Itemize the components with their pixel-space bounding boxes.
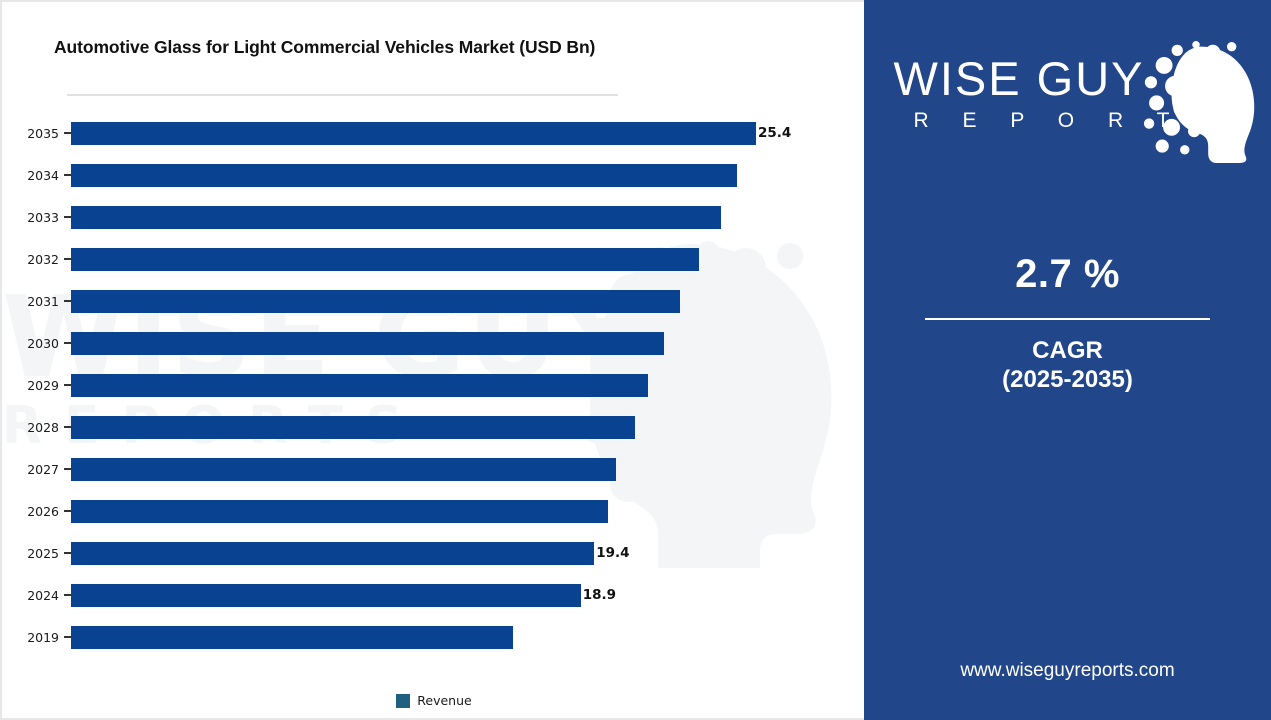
bar-row: 2028 xyxy=(2,406,864,448)
bar-chart-plot: 2035 25.4 2034 2033 2032 2031 2030 2029 2028 2027… xyxy=(2,112,864,657)
y-axis-label-2034: 2034 xyxy=(27,167,59,183)
bar-2025[interactable] xyxy=(71,541,595,565)
bar-row: 2029 xyxy=(2,364,864,406)
legend-swatch-icon xyxy=(396,693,411,708)
cagr-period: (2025-2035) xyxy=(1002,366,1133,394)
bar-container xyxy=(71,322,864,364)
y-axis-label-2035: 2035 xyxy=(27,125,59,141)
y-axis-label-2033: 2033 xyxy=(27,209,59,225)
bar-2031[interactable] xyxy=(71,289,681,313)
brand-logo: WISE GUY R E P O R T S xyxy=(864,41,1271,164)
bar-row: 2019 xyxy=(2,616,864,658)
cagr-divider xyxy=(925,318,1210,320)
bar-row: 2027 xyxy=(2,448,864,490)
bar-container xyxy=(71,616,864,658)
axis-tick-icon xyxy=(64,174,71,176)
bar-2024[interactable] xyxy=(71,583,581,607)
axis-tick-icon xyxy=(64,258,71,260)
bar-2032[interactable] xyxy=(71,247,700,271)
bar-row: 2035 25.4 xyxy=(2,112,864,154)
y-axis-label-2028: 2028 xyxy=(27,419,59,435)
bar-2035[interactable] xyxy=(71,121,756,145)
logo-subtitle: R E P O R T S xyxy=(913,109,1231,132)
bar-container xyxy=(71,406,864,448)
website-url[interactable]: www.wiseguyreports.com xyxy=(960,660,1175,681)
axis-tick-icon xyxy=(64,468,71,470)
y-axis-label-2030: 2030 xyxy=(27,335,59,351)
axis-tick-icon xyxy=(64,132,71,134)
cagr-label: CAGR xyxy=(1032,337,1103,364)
bar-2030[interactable] xyxy=(71,331,665,355)
title-block: Automotive Glass for Light Commercial Ve… xyxy=(54,36,754,60)
bar-container xyxy=(71,280,864,322)
bar-container xyxy=(71,448,864,490)
title-divider xyxy=(67,94,618,96)
chart-legend: Revenue xyxy=(2,693,864,708)
bar-2026[interactable] xyxy=(71,499,608,523)
axis-tick-icon xyxy=(64,636,71,638)
cagr-label-block: CAGR (2025-2035) xyxy=(864,336,1271,395)
cagr-value: 2.7 % xyxy=(1015,252,1120,296)
axis-tick-icon xyxy=(64,300,71,302)
bar-row: 2030 xyxy=(2,322,864,364)
legend-item-revenue[interactable]: Revenue xyxy=(396,693,472,708)
y-axis-label-2027: 2027 xyxy=(27,461,59,477)
bar-container xyxy=(71,364,864,406)
axis-tick-icon xyxy=(64,426,71,428)
legend-label: Revenue xyxy=(417,693,472,708)
bar-2028[interactable] xyxy=(71,415,635,439)
y-axis-label-2031: 2031 xyxy=(27,293,59,309)
y-axis-label-2025: 2025 xyxy=(27,545,59,561)
bar-row: 2024 18.9 xyxy=(2,574,864,616)
bar-2029[interactable] xyxy=(71,373,649,397)
axis-tick-icon xyxy=(64,594,71,596)
bar-container xyxy=(71,490,864,532)
bar-container xyxy=(71,238,864,280)
axis-tick-icon xyxy=(64,216,71,218)
bar-2019[interactable] xyxy=(71,625,514,649)
axis-tick-icon xyxy=(64,384,71,386)
axis-tick-icon xyxy=(64,342,71,344)
bar-value-label-2024: 18.9 xyxy=(582,587,617,603)
bar-row: 2032 xyxy=(2,238,864,280)
y-axis-label-2032: 2032 xyxy=(27,251,59,267)
bar-container xyxy=(71,154,864,196)
bar-row: 2034 xyxy=(2,154,864,196)
bar-value-label-2035: 25.4 xyxy=(758,125,792,141)
bar-row: 2026 xyxy=(2,490,864,532)
bar-container: 18.9 xyxy=(71,574,864,616)
bar-row: 2033 xyxy=(2,196,864,238)
y-axis-label-2019: 2019 xyxy=(27,629,59,645)
page-title: Automotive Glass for Light Commercial Ve… xyxy=(54,37,596,57)
bar-container xyxy=(71,196,864,238)
bar-2034[interactable] xyxy=(71,163,738,187)
axis-tick-icon xyxy=(64,552,71,554)
y-axis-label-2026: 2026 xyxy=(27,503,59,519)
logo-head-icon xyxy=(1143,41,1254,163)
bar-2033[interactable] xyxy=(71,205,721,229)
brand-panel: WISE GUY R E P O R T S xyxy=(864,0,1271,720)
cagr-block: 2.7 % CAGR (2025-2035) xyxy=(864,252,1271,395)
bar-value-label-2025: 19.4 xyxy=(596,545,630,561)
y-axis-label-2024: 2024 xyxy=(27,587,59,603)
bar-row: 2025 19.4 xyxy=(2,532,864,574)
bar-container: 25.4 xyxy=(71,112,864,154)
logo-wordmark: WISE GUY xyxy=(893,52,1145,105)
bar-row: 2031 xyxy=(2,280,864,322)
bar-container: 19.4 xyxy=(71,532,864,574)
bar-2027[interactable] xyxy=(71,457,616,481)
y-axis-label-2029: 2029 xyxy=(27,377,59,393)
axis-tick-icon xyxy=(64,510,71,512)
